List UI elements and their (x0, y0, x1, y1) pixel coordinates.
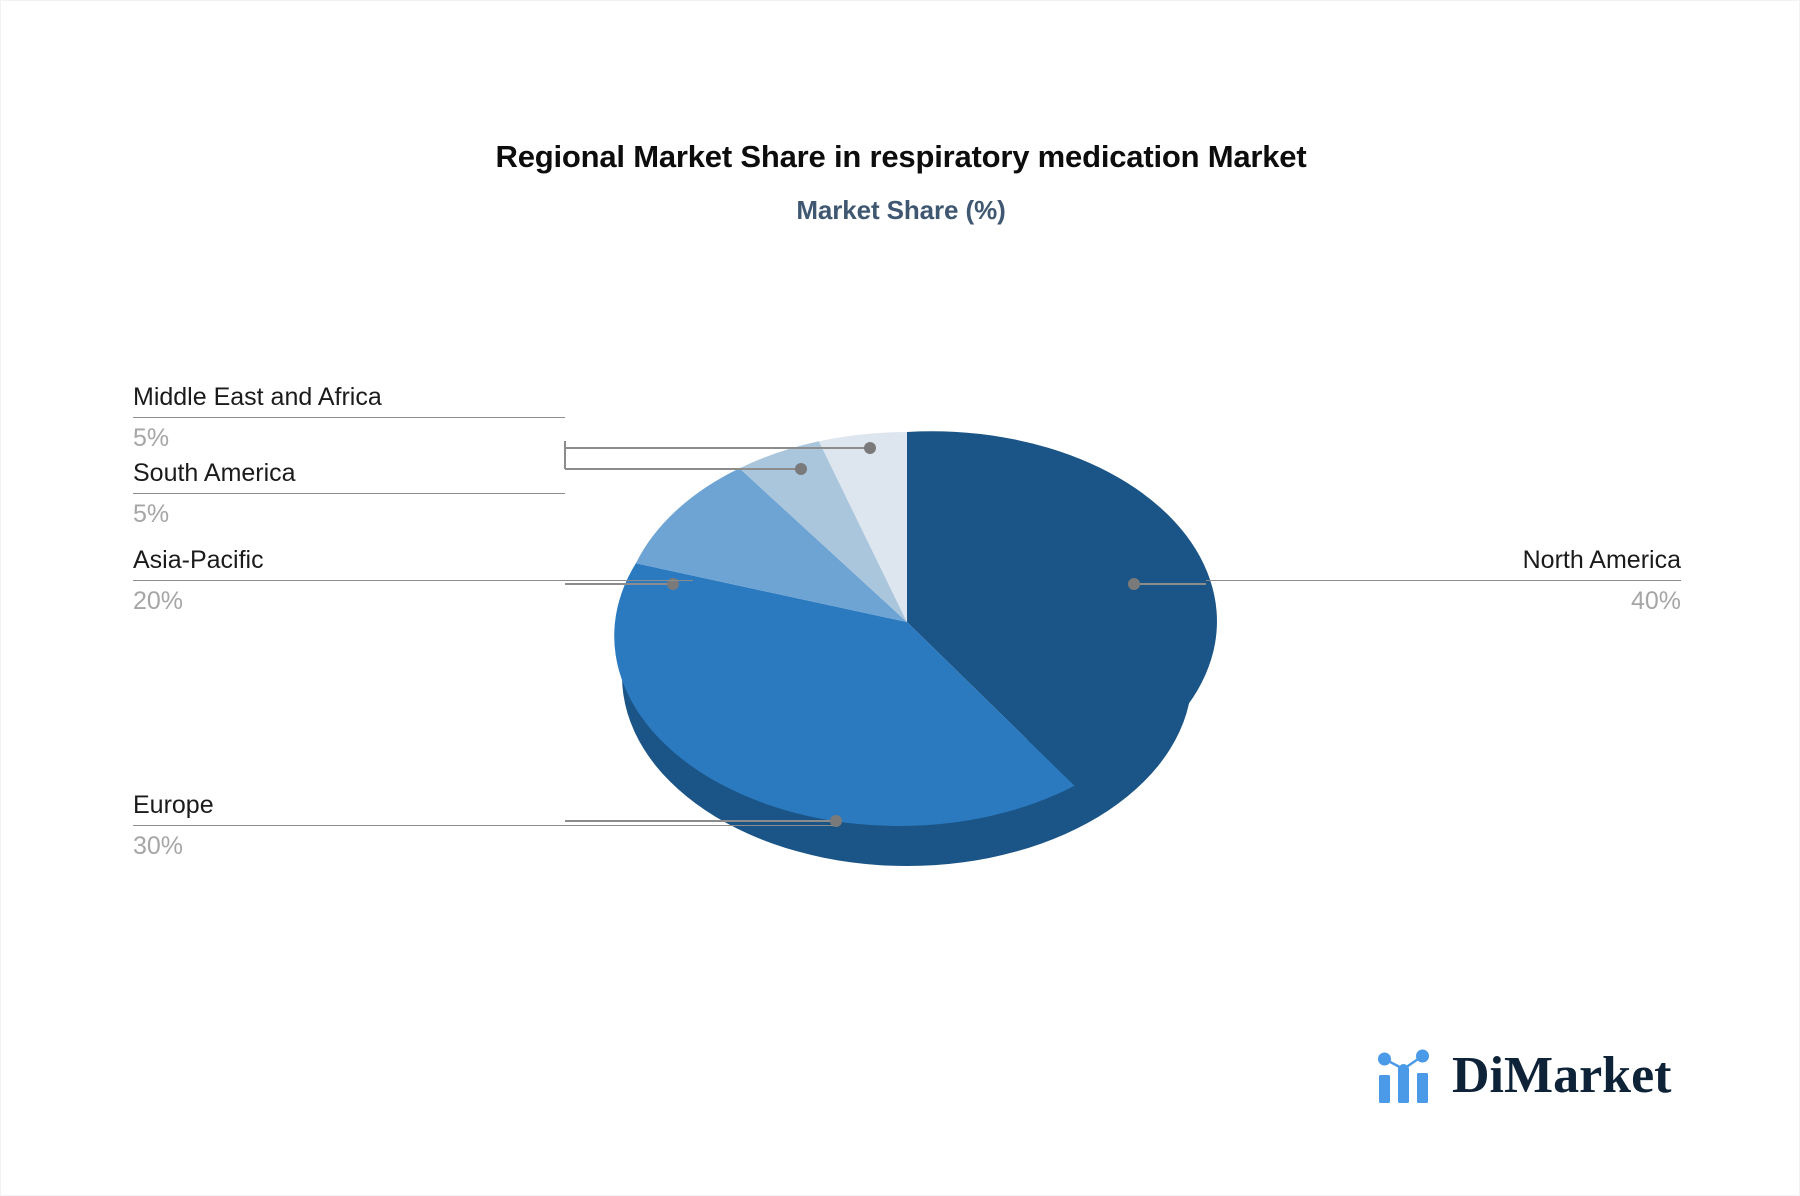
callout-rule (1206, 579, 1681, 581)
pie-slice-europe[interactable] (614, 563, 1075, 826)
callout-south-america: South America 5% (133, 459, 565, 529)
callout-rule (133, 492, 565, 494)
callout-asia-pacific: Asia-Pacific 20% (133, 546, 693, 616)
bar-chart-logo-icon (1378, 1049, 1429, 1103)
brand-name: DiMarket (1452, 1047, 1672, 1104)
pie-slice-south-america[interactable] (739, 441, 908, 622)
chart-subtitle: Market Share (%) (796, 195, 1006, 225)
callout-label-middle-east-africa: Middle East and Africa (133, 383, 382, 411)
callout-europe: Europe 30% (133, 791, 833, 861)
page-title: Regional Market Share in respiratory med… (495, 139, 1307, 174)
callout-north-america: North America 40% (1206, 546, 1681, 616)
pie-side-band (622, 622, 1192, 866)
pie-svg (614, 431, 1217, 866)
pie-slice-asia-pacific[interactable] (635, 468, 907, 622)
callout-label-north-america: North America (1522, 546, 1681, 574)
callout-rule (133, 824, 833, 826)
pie-slice-middle-east-africa[interactable] (818, 432, 907, 622)
callout-middle-east-africa: Middle East and Africa 5% (133, 383, 565, 453)
callout-value-middle-east-africa: 5% (133, 423, 170, 452)
pie-slice-north-america[interactable] (907, 431, 1217, 786)
callout-label-asia-pacific: Asia-Pacific (133, 546, 264, 574)
pie-chart (577, 379, 1237, 959)
callout-label-europe: Europe (133, 791, 214, 819)
callout-value-south-america: 5% (133, 499, 170, 528)
pie-3d-side (622, 622, 1192, 866)
callout-label-south-america: South America (133, 459, 296, 487)
callout-rule (133, 416, 565, 418)
callout-value-asia-pacific: 20% (133, 586, 184, 615)
callout-value-europe: 30% (133, 831, 184, 860)
callout-rule (133, 579, 693, 581)
brand-logo: DiMarket (1376, 1047, 1671, 1105)
callout-value-north-america: 40% (1630, 586, 1681, 615)
